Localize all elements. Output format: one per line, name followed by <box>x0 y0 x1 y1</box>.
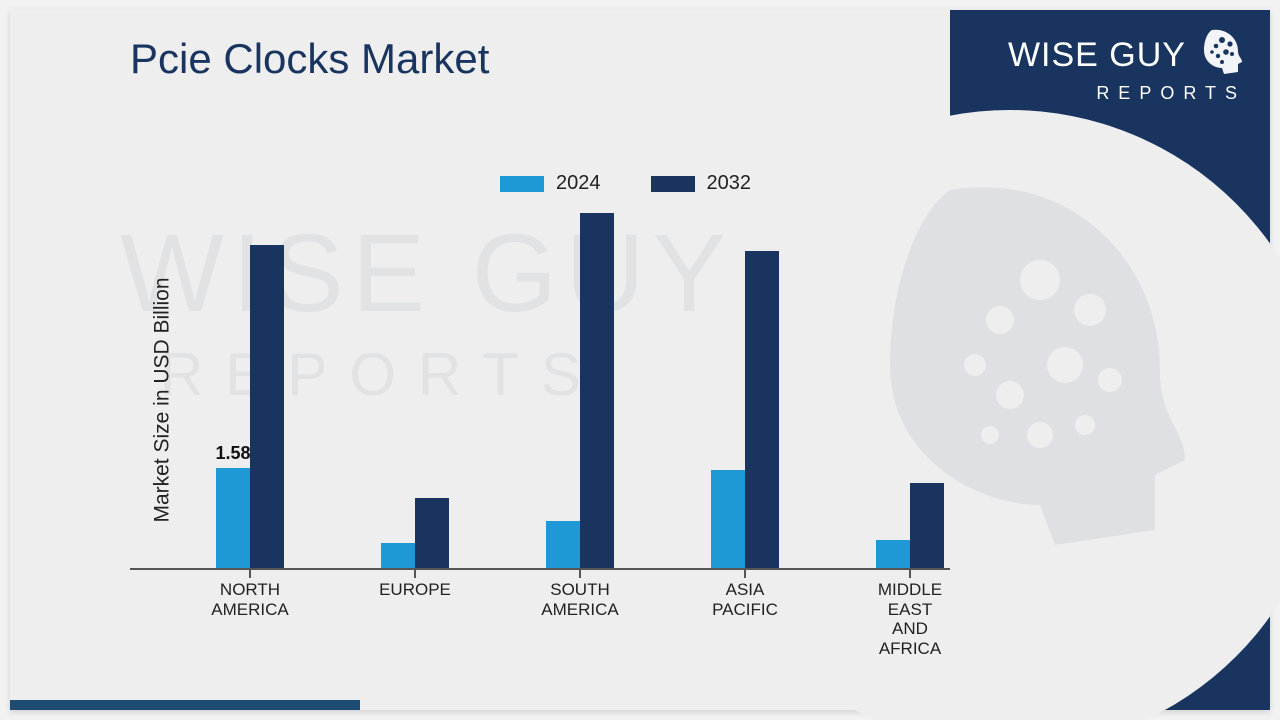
bottom-accent-bar <box>10 700 360 710</box>
bar-series-a <box>876 540 910 569</box>
bar-series-a <box>546 521 580 569</box>
bar-series-b <box>415 498 449 568</box>
category-label: ASIAPACIFIC <box>675 580 815 619</box>
axis-tick <box>744 570 746 578</box>
axis-tick <box>909 570 911 578</box>
axis-tick <box>249 570 251 578</box>
category-label: NORTHAMERICA <box>180 580 320 619</box>
chart-title: Pcie Clocks Market <box>130 35 489 83</box>
axis-tick <box>579 570 581 578</box>
bar-series-b <box>250 245 284 568</box>
logo-text-line2: REPORTS <box>1008 83 1246 104</box>
bar-series-a <box>711 470 745 568</box>
brand-logo: WISE GUY REPORTS <box>1008 24 1246 104</box>
category-label: EUROPE <box>345 580 485 600</box>
bar-series-a: 1.58 <box>216 468 250 568</box>
chart-card: WISE GUY REPORTS <box>10 10 1270 710</box>
category-label: MIDDLEEASTANDAFRICA <box>840 580 980 658</box>
logo-text-line1: WISE GUY <box>1008 36 1186 75</box>
bar-series-b <box>910 483 944 569</box>
chart-area: Market Size in USD Billion 1.58NORTHAMER… <box>80 170 980 630</box>
plot-area: 1.58NORTHAMERICAEUROPESOUTHAMERICAASIAPA… <box>130 190 950 570</box>
x-axis-line <box>130 568 950 570</box>
head-icon <box>1192 24 1246 87</box>
bar-series-a <box>381 543 415 568</box>
axis-tick <box>414 570 416 578</box>
bar-series-b <box>580 213 614 568</box>
bar-value-label: 1.58 <box>215 443 250 464</box>
category-label: SOUTHAMERICA <box>510 580 650 619</box>
bar-series-b <box>745 251 779 568</box>
